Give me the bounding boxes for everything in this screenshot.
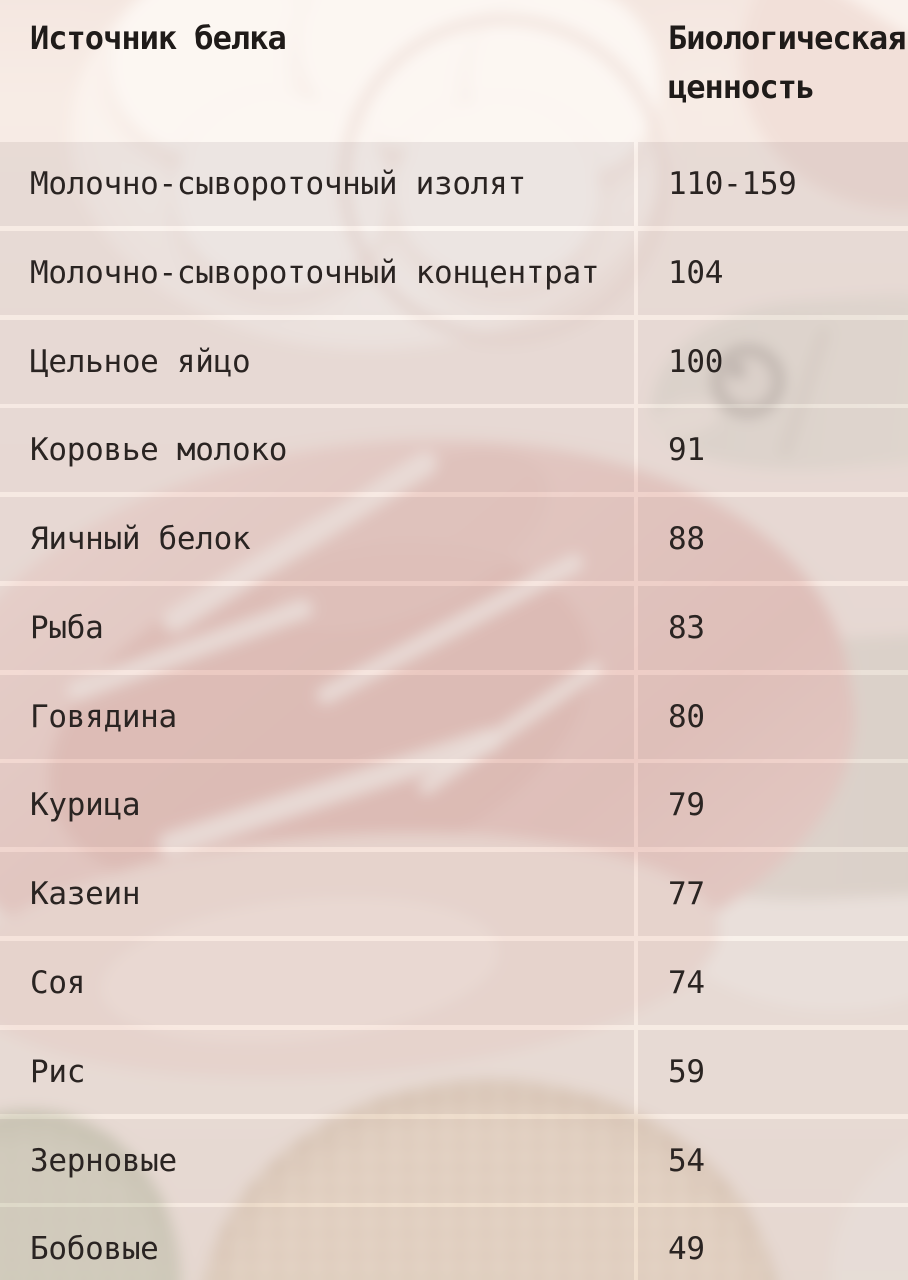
protein-source-cell: Яичный белок <box>0 497 634 581</box>
column-header-bio-value: Биологическая ценность <box>668 19 906 106</box>
table-row: Молочно-сывороточный концентрат 104 <box>0 231 908 315</box>
bio-value-cell: 79 <box>638 763 908 847</box>
bio-value-cell: 104 <box>638 231 908 315</box>
bio-value-cell: 74 <box>638 941 908 1025</box>
bio-value-cell: 80 <box>638 675 908 759</box>
protein-source-cell: Говядина <box>0 675 634 759</box>
table-row: Рис 59 <box>0 1030 908 1114</box>
protein-source-cell: Молочно-сывороточный изолят <box>0 142 634 226</box>
protein-source-cell: Рис <box>0 1030 634 1114</box>
bio-value-cell: 88 <box>638 497 908 581</box>
protein-source-cell: Соя <box>0 941 634 1025</box>
column-header-source: Источник белка <box>30 19 287 57</box>
table-row: Бобовые 49 <box>0 1207 908 1280</box>
table-row: Коровье молоко 91 <box>0 408 908 492</box>
table-row: Соя 74 <box>0 941 908 1025</box>
table-row: Цельное яйцо 100 <box>0 320 908 404</box>
protein-source-cell: Рыба <box>0 586 634 670</box>
table-row: Казеин 77 <box>0 852 908 936</box>
table-row: Говядина 80 <box>0 675 908 759</box>
bio-value-cell: 83 <box>638 586 908 670</box>
bio-value-cell: 110-159 <box>638 142 908 226</box>
protein-source-cell: Казеин <box>0 852 634 936</box>
protein-source-cell: Цельное яйцо <box>0 320 634 404</box>
table-row: Рыба 83 <box>0 586 908 670</box>
protein-source-cell: Курица <box>0 763 634 847</box>
protein-source-cell: Зерновые <box>0 1119 634 1203</box>
bio-value-cell: 77 <box>638 852 908 936</box>
table-row: Молочно-сывороточный изолят 110-159 <box>0 142 908 226</box>
table-row: Зерновые 54 <box>0 1119 908 1203</box>
bio-value-cell: 54 <box>638 1119 908 1203</box>
bio-value-cell: 100 <box>638 320 908 404</box>
protein-source-cell: Бобовые <box>0 1207 634 1280</box>
bio-value-cell: 49 <box>638 1207 908 1280</box>
bio-value-cell: 91 <box>638 408 908 492</box>
table-row: Яичный белок 88 <box>0 497 908 581</box>
bio-value-cell: 59 <box>638 1030 908 1114</box>
protein-source-cell: Молочно-сывороточный концентрат <box>0 231 634 315</box>
table-row: Курица 79 <box>0 763 908 847</box>
protein-source-cell: Коровье молоко <box>0 408 634 492</box>
